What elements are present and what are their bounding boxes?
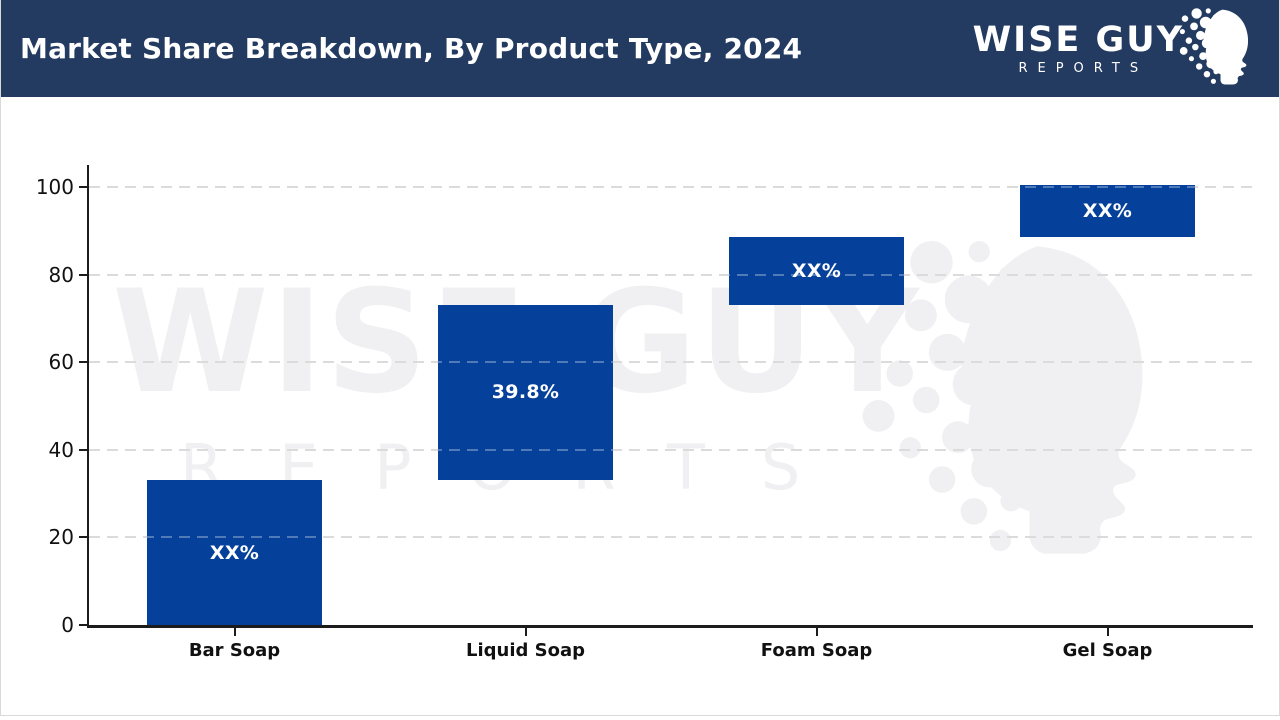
gridline-overlay-60 (89, 361, 1253, 364)
gridline-20 (89, 536, 1253, 539)
x-tick-mark-4 (1106, 627, 1109, 636)
brand-logo: WISE GUY REPORTS (973, 6, 1262, 92)
bar-value-label: XX% (209, 541, 260, 564)
bar-value-label: 39.8% (491, 381, 560, 404)
y-tick-label-60: 60 (48, 350, 74, 375)
brand-subname: REPORTS (1018, 61, 1149, 76)
gridline-80 (89, 273, 1253, 276)
y-tick-label-0: 0 (61, 613, 74, 637)
bar-segment-foam-soap: XX% (729, 236, 904, 305)
header-band: Market Share Breakdown, By Product Type,… (0, 0, 1280, 97)
y-axis-line (86, 165, 89, 628)
x-tick-mark-1 (233, 627, 236, 636)
bar-segment-liquid-soap: 39.8% (438, 304, 613, 480)
bar-segment-bar-soap: XX% (147, 480, 322, 625)
x-tick-label-1: Bar Soap (188, 640, 281, 661)
x-tick-mark-2 (524, 627, 527, 636)
chart-title: Market Share Breakdown, By Product Type,… (20, 32, 803, 65)
x-tick-mark-3 (815, 627, 818, 636)
y-tick-mark-0 (78, 624, 87, 626)
brand-name: WISE GUY (972, 20, 1184, 60)
x-tick-label-3: Foam Soap (760, 640, 873, 661)
bar-value-label: XX% (1082, 199, 1133, 222)
gridline-100 (89, 186, 1253, 188)
y-tick-label-100: 100 (35, 175, 74, 199)
x-tick-label-4: Gel Soap (1062, 640, 1153, 661)
y-tick-mark-80 (78, 273, 87, 276)
gridline-overlay-80 (89, 273, 1253, 276)
watermark-head-icon (862, 241, 1143, 554)
y-tick-label-80: 80 (48, 262, 74, 287)
bar-value-label: XX% (791, 259, 842, 282)
brand-logo-text: WISE GUY REPORTS (973, 21, 1184, 77)
gridline-overlay-40 (89, 448, 1253, 451)
gridline-overlay-20 (89, 536, 1253, 539)
y-tick-mark-60 (78, 361, 87, 364)
y-tick-mark-20 (78, 536, 87, 539)
gridline-60 (89, 361, 1253, 364)
y-tick-label-20: 20 (48, 525, 74, 550)
x-tick-label-2: Liquid Soap (465, 640, 586, 661)
x-axis-line (86, 625, 1253, 628)
gridline-overlay-100 (89, 186, 1253, 188)
y-tick-mark-40 (78, 448, 87, 451)
y-tick-mark-100 (78, 186, 87, 188)
bar-segment-gel-soap: XX% (1020, 184, 1195, 237)
y-tick-label-40: 40 (48, 437, 74, 462)
brand-head-icon (1179, 8, 1249, 85)
gridline-40 (89, 448, 1253, 451)
